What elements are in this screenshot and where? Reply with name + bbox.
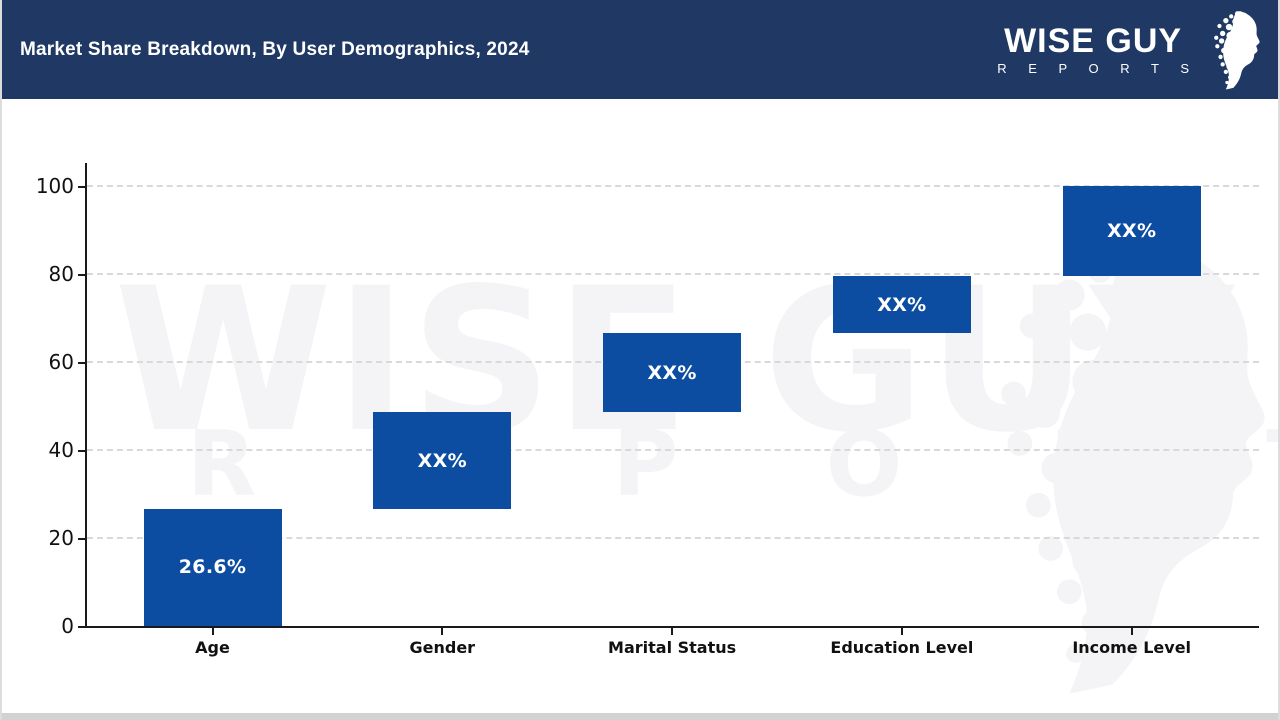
chart-title: Market Share Breakdown, By User Demograp… (20, 38, 530, 60)
y-tick-label-100: 100 (35, 173, 74, 198)
x-tickmark-3 (900, 628, 903, 635)
logo-name-text: WISE GUY (1004, 22, 1183, 60)
x-category-label-3: Education Level (830, 638, 974, 657)
bar-gender: XX% (373, 412, 512, 509)
bar-education-level: XX% (832, 276, 971, 334)
bar-value-label: 26.6% (178, 556, 247, 579)
bar-value-label: XX% (417, 449, 467, 472)
logo-tagline-text: R E P O R T S (997, 61, 1198, 76)
y-tickmark-40 (78, 449, 85, 452)
x-tickmark-2 (671, 628, 674, 635)
y-tick-label-20: 20 (48, 525, 74, 550)
x-category-label-4: Income Level (1072, 638, 1192, 657)
gridline-20 (87, 536, 1259, 539)
gridline-80 (87, 272, 1259, 275)
x-axis-line (85, 626, 1259, 628)
x-tickmark-1 (441, 628, 444, 635)
y-axis-line (85, 163, 87, 628)
y-tick-label-0: 0 (61, 614, 74, 638)
y-tickmark-100 (78, 185, 85, 188)
bar-age: 26.6% (143, 508, 282, 626)
logo-face-icon (1214, 10, 1260, 89)
x-category-label-2: Marital Status (608, 638, 737, 657)
x-category-label-0: Age (195, 638, 230, 657)
y-tickmark-0 (78, 626, 85, 628)
bar-value-label: XX% (877, 293, 927, 316)
bar-marital-status: XX% (603, 333, 742, 413)
y-tickmark-20 (78, 537, 85, 540)
bar-value-label: XX% (647, 361, 697, 384)
y-tick-label-80: 80 (48, 261, 74, 286)
bar-value-label: XX% (1107, 219, 1157, 242)
gridline-40 (87, 448, 1259, 451)
x-tickmark-4 (1130, 628, 1133, 635)
wiseguy-reports-logo: WISE GUY R E P O R T S (988, 10, 1268, 90)
y-tickmark-80 (78, 273, 85, 276)
x-tickmark-0 (211, 628, 214, 635)
bar-income-level: XX% (1062, 185, 1201, 277)
header-bar: Market Share Breakdown, By User Demograp… (2, 0, 1278, 99)
y-tickmark-60 (78, 361, 85, 364)
x-category-label-1: Gender (409, 638, 476, 657)
y-tick-label-60: 60 (48, 349, 74, 374)
y-tick-label-40: 40 (48, 437, 74, 462)
footer-strip (2, 713, 1278, 720)
gridline-100 (87, 184, 1259, 187)
